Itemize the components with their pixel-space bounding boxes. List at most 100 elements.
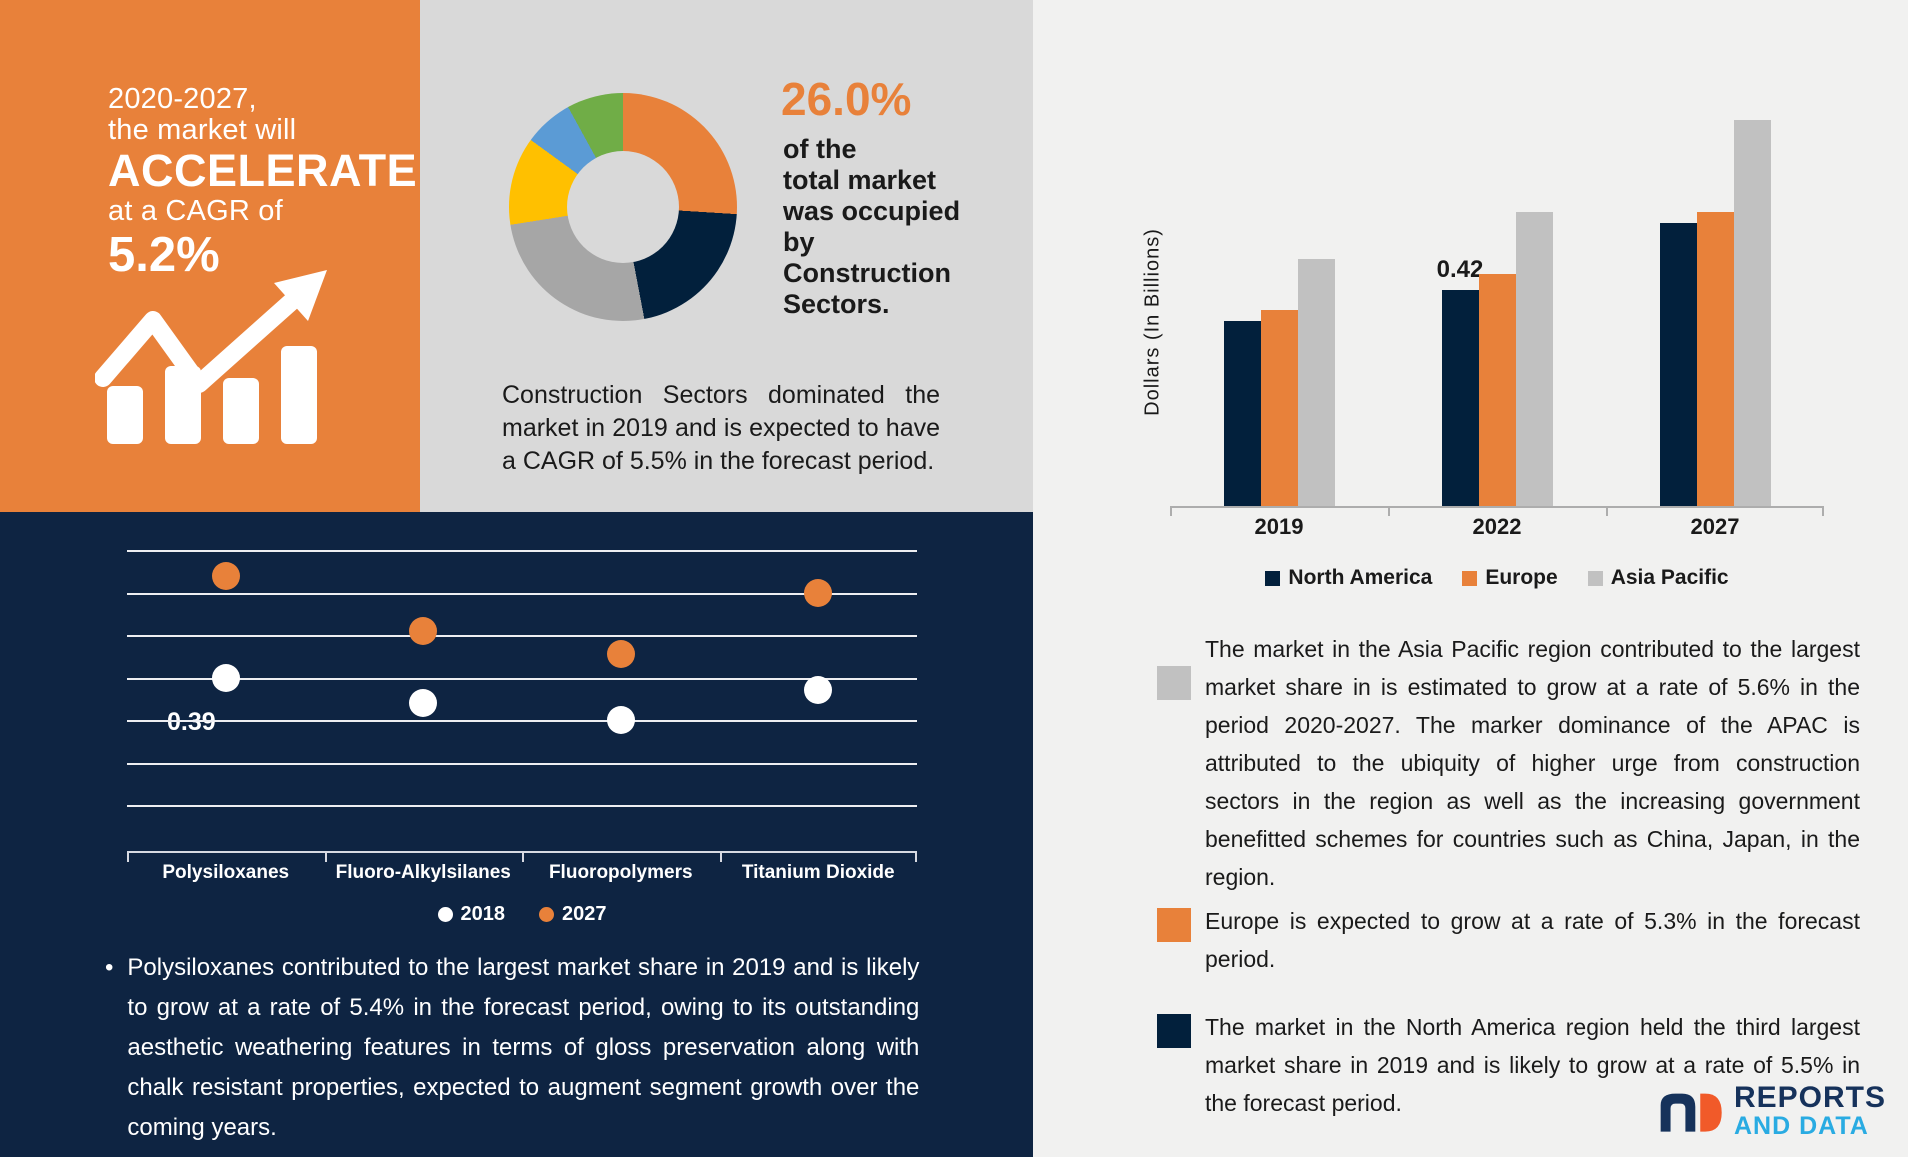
dot-plot-x-axis [127,851,917,853]
dot-value-label: 0.39 [167,708,216,736]
dot-2018-polysiloxanes [211,663,240,692]
bar-asia-pacific-2027 [1733,120,1771,506]
caption-line: of the [783,134,857,164]
legend-label: North America [1288,566,1433,589]
construction-share-value: 26.0% [781,73,912,125]
region-bullet-text-0: The market in the Asia Pacific region co… [1205,636,1860,890]
bar-north-america-2019 [1223,321,1261,506]
accelerate-period: 2020-2027, [108,83,257,115]
dot-gridline [127,720,917,722]
legend-swatch [1587,570,1603,586]
legend-item-asia-pacific: Asia Pacific [1587,566,1729,590]
region-bullet-text-1: Europe is expected to grow at a rate of … [1205,908,1860,972]
bar-north-america-2022: 0.42 [1437,256,1483,506]
dot-2018-fluoropolymers [606,706,635,734]
legend-label: 2027 [562,903,607,925]
region-bullet-swatch-1 [1157,908,1191,942]
dot-legend-item-2027: 2027 [539,903,607,926]
accelerate-text-block: 2020-2027, the market will ACCELERATE at… [108,84,417,283]
dot-axis-tick [522,853,524,862]
legend-label: Asia Pacific [1610,566,1729,589]
segment-dot-plot: 0.39 [127,550,917,862]
bar-asia-pacific-2022 [1515,212,1553,506]
dot-2018-titanium-dioxide [804,676,833,705]
reports-and-data-logo: REPORTS AND DATA [1659,1083,1886,1139]
region-bullet-text-2: The market in the North America region h… [1205,1014,1860,1116]
bar-chart-x-axis [1170,506,1824,508]
segment-bullet-text: Polysiloxanes contributed to the largest… [127,954,920,1141]
accelerate-line2: the market will [108,114,297,146]
dot-category-label-titanium-dioxide: Titanium Dioxide [741,862,895,883]
bar-chart-y-axis-label: Dollars (In Billions) [1141,228,1164,416]
bar-chart-category-axis: 2019 2022 2027 [1170,514,1824,540]
caption-line: Sectors. [783,289,890,319]
legend-swatch [1462,570,1478,586]
accelerate-line4: at a CAGR of [108,195,283,227]
bar-group-2022: 0.42 [1437,212,1553,506]
dot-gridline [127,592,917,595]
bar-axis-tick [1822,507,1824,516]
accelerate-cagr-value: 5.2% [108,228,220,282]
dot-gridline [127,635,917,637]
dot-gridline [127,677,917,680]
donut-hole [567,151,679,263]
bar-category-label-2019: 2019 [1254,514,1304,539]
bar-axis-tick [1606,507,1608,516]
bar-north-america-2027 [1659,223,1697,506]
dot-legend-item-2018: 2018 [437,903,506,926]
market-share-donut-chart [509,93,737,321]
dot-2018-fluoro-alkylsilanes [409,689,438,717]
dot-category-label-fluoro-alkylsilanes: Fluoro-Alkylsilanes [335,862,511,883]
dot-2027-fluoro-alkylsilanes [409,616,438,645]
dot-2027-polysiloxanes [211,561,240,590]
legend-label: Europe [1485,566,1558,589]
dot-axis-tick [324,853,327,862]
dot-gridline [127,762,917,765]
logo-line-reports: REPORTS [1733,1081,1886,1114]
caption-line: by [783,227,815,257]
bar-category-label-2027: 2027 [1690,514,1740,539]
growth-trend-arrow-icon [95,270,327,444]
legend-item-europe: Europe [1462,566,1558,590]
segment-bullet: • Polysiloxanes contributed to the large… [105,948,927,1148]
dot-axis-tick [127,853,129,862]
construction-share-caption: of the total market was occupied by Cons… [783,134,960,320]
bar-europe-2027 [1696,212,1734,506]
dot-category-label-polysiloxanes: Polysiloxanes [162,862,290,883]
bullet-glyph: • [105,954,114,981]
dot-category-label-fluoropolymers: Fluoropolymers [548,862,693,883]
segment-panel [0,512,1033,1157]
bar-asia-pacific-2019 [1297,259,1335,506]
caption-line: was occupied [783,196,961,226]
bar-group-2027 [1659,120,1771,506]
regional-bar-chart: 0.42 [1170,100,1824,516]
legend-swatch [437,907,453,922]
dot-axis-tick [915,853,917,862]
construction-paragraph: Construction Sectors dominated the marke… [502,381,940,475]
caption-line: total market [783,165,937,195]
dot-gridline [127,550,917,552]
caption-line: Construction [783,258,951,288]
legend-swatch [539,907,554,922]
rd-logo-icon [1660,1093,1722,1132]
bar-axis-tick [1170,507,1172,516]
legend-item-north-america: North America [1265,566,1432,590]
region-bullet-swatch-2 [1157,1014,1191,1048]
bar-europe-2019 [1260,310,1298,506]
legend-swatch [1265,570,1281,586]
dot-plot-legend: 2018 2027 [127,903,917,926]
dot-gridline [127,805,917,807]
dot-plot-category-axis: Polysiloxanes Fluoro-Alkylsilanes Fluoropo… [127,862,917,884]
bar-data-label: 0.42 [1436,256,1484,283]
accelerate-headline: ACCELERATE [108,145,418,196]
bar-group-2019 [1223,259,1335,506]
legend-label: 2018 [460,903,506,925]
region-bullet-swatch-0 [1157,666,1191,700]
logo-wordmark: REPORTS AND DATA [1733,1081,1886,1140]
logo-line-anddata: AND DATA [1733,1112,1869,1140]
dot-2027-titanium-dioxide [804,578,833,607]
bar-category-label-2022: 2022 [1472,514,1522,539]
dot-2027-fluoropolymers [606,640,635,669]
bar-chart-legend: North America Europe Asia Pacific [1170,566,1824,590]
